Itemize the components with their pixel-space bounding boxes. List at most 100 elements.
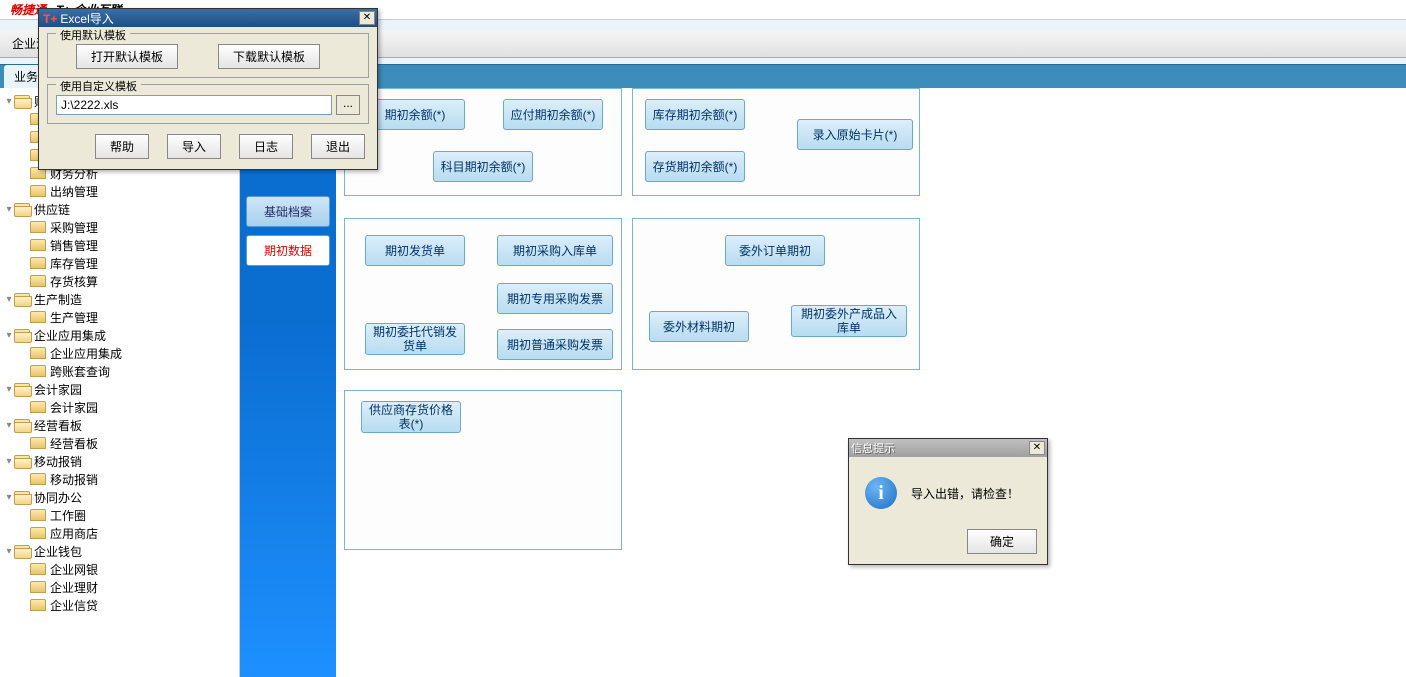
btn-account-opening-balance[interactable]: 科目期初余额(*) — [433, 151, 533, 182]
btn-opening-balance[interactable]: 期初余额(*) — [365, 99, 465, 130]
folder-icon — [14, 545, 30, 557]
folder-icon — [30, 527, 46, 539]
folder-icon — [14, 491, 30, 503]
nav-sidebar: ▾财务成本管理UFO报表现金流量表财务分析出纳管理▾供应链采购管理销售管理库存管… — [0, 88, 240, 677]
tree-item-label: 生产制造 — [34, 291, 82, 308]
open-default-template-button[interactable]: 打开默认模板 — [76, 44, 178, 69]
caret-icon: ▾ — [4, 546, 14, 557]
btn-supplier-inventory-price[interactable]: 供应商存货价格表(*) — [361, 401, 461, 433]
tree-item[interactable]: ▾ 经营看板 — [0, 416, 239, 434]
tree-item[interactable]: 移动报销 — [0, 470, 239, 488]
tree-item-label: 跨账套查询 — [50, 363, 110, 380]
folder-icon — [30, 239, 46, 251]
tree-item-label: 库存管理 — [50, 255, 98, 272]
folder-icon — [30, 581, 46, 593]
tree-item[interactable]: 经营看板 — [0, 434, 239, 452]
btn-initial-consignment[interactable]: 期初委托代销发货单 — [365, 323, 465, 355]
btn-stock-opening-balance[interactable]: 库存期初余额(*) — [645, 99, 745, 130]
tree-item[interactable]: 企业理财 — [0, 578, 239, 596]
tree-item[interactable]: 存货核算 — [0, 272, 239, 290]
tree-item-label: 企业钱包 — [34, 543, 82, 560]
tree-item-label: 生产管理 — [50, 309, 98, 326]
info-icon: i — [865, 477, 897, 509]
workflow-canvas: 期初余额(*) 应付期初余额(*) 科目期初余额(*) 库存期初余额(*) 存货… — [336, 88, 1406, 677]
folder-icon — [30, 509, 46, 521]
folder-icon — [30, 437, 46, 449]
btn-initial-purchase-in[interactable]: 期初采购入库单 — [497, 235, 613, 266]
folder-icon — [30, 185, 46, 197]
tree-item[interactable]: ▾移动报销 — [0, 452, 239, 470]
caret-icon: ▾ — [4, 420, 14, 431]
section-initial-data[interactable]: 期初数据 — [246, 235, 330, 266]
tree-item[interactable]: 销售管理 — [0, 236, 239, 254]
template-path-input[interactable] — [56, 95, 332, 115]
import-button[interactable]: 导入 — [167, 134, 221, 159]
btn-ap-opening-balance[interactable]: 应付期初余额(*) — [503, 99, 603, 130]
caret-icon: ▾ — [4, 204, 14, 215]
tree-item-label: 应用商店 — [50, 525, 98, 542]
tree-item-label: 销售管理 — [50, 237, 98, 254]
btn-outsource-product-in[interactable]: 期初委外产成品入库单 — [791, 305, 907, 337]
caret-icon: ▾ — [4, 384, 14, 395]
tree-item[interactable]: ▾生产制造 — [0, 290, 239, 308]
download-default-template-button[interactable]: 下载默认模板 — [218, 44, 320, 69]
tree-item[interactable]: ▾企业应用集成 — [0, 326, 239, 344]
msgbox-close-icon[interactable]: ✕ — [1029, 441, 1045, 455]
tree-item[interactable]: 企业网银 — [0, 560, 239, 578]
browse-button[interactable]: ... — [336, 95, 360, 115]
msgbox-title: 信息提示 — [851, 440, 895, 456]
tree-item[interactable]: 企业应用集成 — [0, 344, 239, 362]
tree-item[interactable]: 会计家园 — [0, 398, 239, 416]
close-icon[interactable]: ✕ — [359, 11, 375, 25]
tree-item[interactable]: 库存管理 — [0, 254, 239, 272]
msgbox-titlebar[interactable]: 信息提示 ✕ — [849, 439, 1047, 457]
tree-item[interactable]: 跨账套查询 — [0, 362, 239, 380]
tree-item[interactable]: 生产管理 — [0, 308, 239, 326]
tree-item-label: 协同办公 — [34, 489, 82, 506]
dialog-titlebar[interactable]: T+ Excel导入 ✕ — [39, 9, 377, 27]
tree-item[interactable]: 企业信贷 — [0, 596, 239, 614]
folder-icon — [30, 257, 46, 269]
btn-input-original-card[interactable]: 录入原始卡片(*) — [797, 119, 913, 150]
log-button[interactable]: 日志 — [239, 134, 293, 159]
btn-initial-normal-invoice[interactable]: 期初普通采购发票 — [497, 329, 613, 360]
tree-item[interactable]: ▾协同办公 — [0, 488, 239, 506]
tree-item-label: 经营看板 — [50, 435, 98, 452]
exit-button[interactable]: 退出 — [311, 134, 365, 159]
help-button[interactable]: 帮助 — [95, 134, 149, 159]
btn-initial-special-invoice[interactable]: 期初专用采购发票 — [497, 283, 613, 314]
folder-icon — [30, 221, 46, 233]
btn-outsource-material-initial[interactable]: 委外材料期初 — [649, 311, 749, 342]
folder-icon — [14, 95, 30, 107]
tree-item-label: 企业信贷 — [50, 597, 98, 614]
folder-icon — [30, 401, 46, 413]
folder-icon — [30, 311, 46, 323]
folder-icon — [30, 563, 46, 575]
main-area: ▾财务成本管理UFO报表现金流量表财务分析出纳管理▾供应链采购管理销售管理库存管… — [0, 88, 1406, 677]
tree-item[interactable]: ▾ 企业钱包 — [0, 542, 239, 560]
legend-default-template: 使用默认模板 — [56, 27, 130, 43]
ok-button[interactable]: 确定 — [967, 529, 1037, 554]
tree-item-label: 会计家园 — [50, 399, 98, 416]
section-archive[interactable]: 基础档案 — [246, 196, 330, 227]
tree-item-label: 企业应用集成 — [50, 345, 122, 362]
tree-item[interactable]: 应用商店 — [0, 524, 239, 542]
btn-inventory-opening-balance[interactable]: 存货期初余额(*) — [645, 151, 745, 182]
tree-item-label: 企业网银 — [50, 561, 98, 578]
tree-item[interactable]: ▾ 供应链 — [0, 200, 239, 218]
tree-item-label: 会计家园 — [34, 381, 82, 398]
dialog-button-row: 帮助 导入 日志 退出 — [39, 130, 377, 169]
tree-item[interactable]: ▾ 会计家园 — [0, 380, 239, 398]
message-box: 信息提示 ✕ i 导入出错，请检查！ 确定 — [848, 438, 1048, 565]
tree-item[interactable]: 出纳管理 — [0, 182, 239, 200]
folder-icon — [14, 293, 30, 305]
tree-item[interactable]: 采购管理 — [0, 218, 239, 236]
fieldset-custom-template: 使用自定义模板 ... — [47, 84, 369, 124]
tree-item-label: 经营看板 — [34, 417, 82, 434]
caret-icon: ▾ — [4, 330, 14, 341]
tree-item[interactable]: 工作圈 — [0, 506, 239, 524]
btn-initial-delivery[interactable]: 期初发货单 — [365, 235, 465, 266]
tree-item-label: 供应链 — [34, 201, 70, 218]
folder-icon — [30, 599, 46, 611]
btn-outsource-order-initial[interactable]: 委外订单期初 — [725, 235, 825, 266]
